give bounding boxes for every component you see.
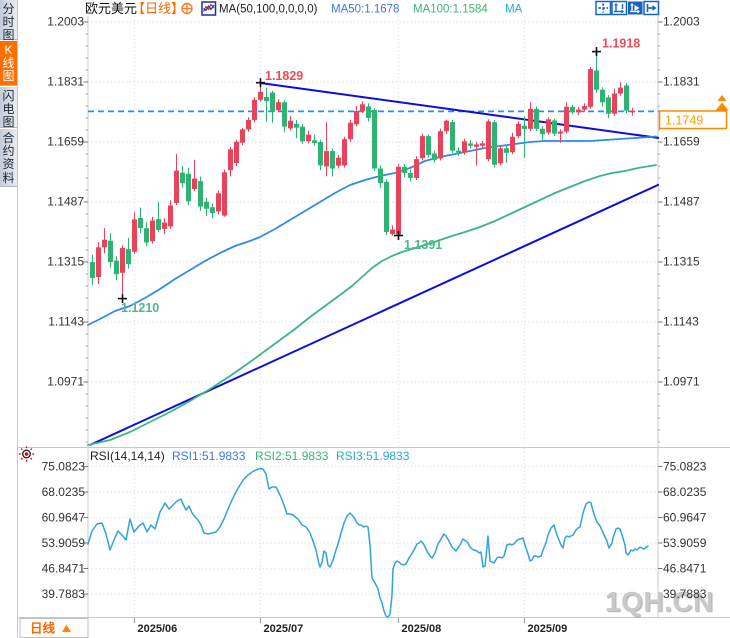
svg-text:46.8471: 46.8471	[42, 562, 86, 576]
svg-text:RSI(14,14,14): RSI(14,14,14)	[90, 449, 165, 463]
svg-text:2025/06: 2025/06	[138, 623, 178, 635]
svg-text:60.9647: 60.9647	[42, 511, 86, 525]
svg-text:日线: 日线	[30, 621, 56, 636]
svg-text:MA50:1.1678: MA50:1.1678	[331, 4, 399, 16]
svg-text:1.1831: 1.1831	[663, 75, 700, 89]
svg-text:60.9647: 60.9647	[663, 511, 707, 525]
svg-text:欧元美元: 欧元美元	[85, 1, 137, 16]
svg-text:2025/09: 2025/09	[528, 623, 568, 635]
svg-text:1.1210: 1.1210	[121, 301, 159, 315]
svg-text:1.1315: 1.1315	[663, 255, 700, 269]
svg-text:【日线】: 【日线】	[132, 1, 184, 16]
svg-text:1.1487: 1.1487	[47, 195, 84, 209]
svg-text:MA: MA	[505, 4, 523, 16]
svg-text:1.1487: 1.1487	[663, 195, 700, 209]
svg-text:1.1829: 1.1829	[265, 69, 303, 83]
svg-text:75.0823: 75.0823	[663, 460, 707, 474]
svg-text:MA100:1.1584: MA100:1.1584	[413, 4, 488, 16]
svg-text:1.1315: 1.1315	[47, 255, 84, 269]
svg-text:1.1143: 1.1143	[663, 315, 699, 329]
svg-text:1.1918: 1.1918	[602, 37, 640, 51]
svg-text:1.1659: 1.1659	[663, 135, 700, 149]
svg-text:RSI3:51.9833: RSI3:51.9833	[336, 449, 410, 463]
svg-text:46.8471: 46.8471	[663, 562, 707, 576]
svg-text:75.0823: 75.0823	[42, 460, 86, 474]
svg-text:2025/07: 2025/07	[264, 623, 304, 635]
svg-text:68.0235: 68.0235	[663, 485, 707, 499]
svg-text:39.7883: 39.7883	[663, 587, 707, 601]
svg-text:1.1143: 1.1143	[48, 315, 84, 329]
svg-text:53.9059: 53.9059	[663, 536, 707, 550]
svg-text:1.1659: 1.1659	[47, 135, 84, 149]
svg-text:1.0971: 1.0971	[47, 375, 84, 389]
svg-text:39.7883: 39.7883	[42, 587, 86, 601]
svg-text:1.1749: 1.1749	[665, 114, 703, 128]
svg-text:RSI2:51.9833: RSI2:51.9833	[255, 449, 329, 463]
svg-text:1.1391: 1.1391	[404, 238, 442, 252]
svg-text:1.2003: 1.2003	[663, 15, 700, 29]
svg-text:53.9059: 53.9059	[42, 536, 86, 550]
svg-text:68.0235: 68.0235	[42, 485, 86, 499]
svg-text:RSI1:51.9833: RSI1:51.9833	[172, 449, 246, 463]
svg-text:1.1831: 1.1831	[47, 75, 84, 89]
svg-text:MA(50,100,0,0,0,0): MA(50,100,0,0,0,0)	[219, 4, 318, 16]
svg-text:1.0971: 1.0971	[663, 375, 700, 389]
svg-text:1.2003: 1.2003	[47, 15, 84, 29]
svg-text:2025/08: 2025/08	[402, 623, 442, 635]
svg-text:1QH.CN: 1QH.CN	[605, 586, 714, 617]
